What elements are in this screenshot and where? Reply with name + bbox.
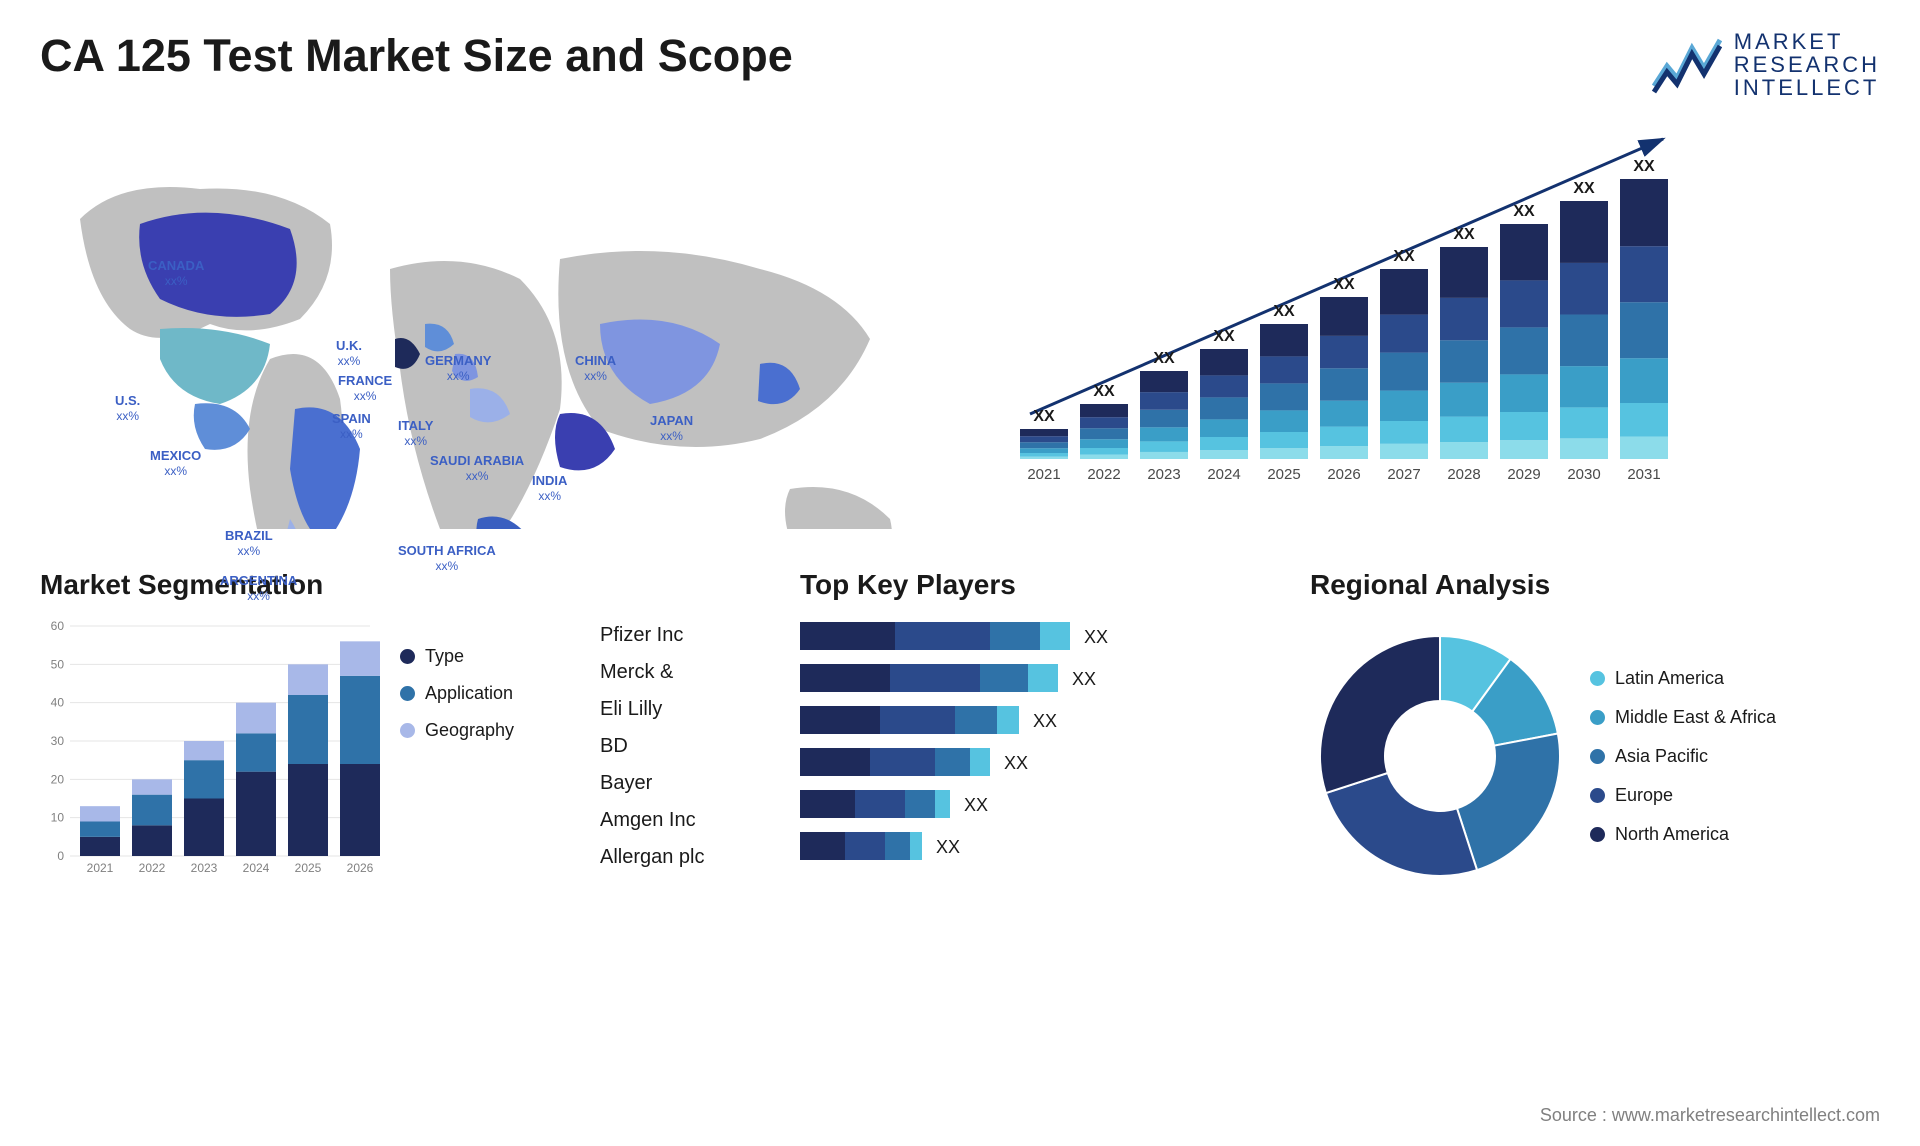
svg-text:XX: XX bbox=[1393, 248, 1415, 265]
forecast-chart: XX 2021 XX 2022 XX 2023 XX 2024 XX 2025 XX 2026 XX 20… bbox=[1000, 129, 1880, 529]
svg-text:XX: XX bbox=[1033, 408, 1055, 425]
legend-item: Geography bbox=[400, 720, 570, 741]
svg-text:2027: 2027 bbox=[1387, 466, 1420, 483]
svg-text:20: 20 bbox=[51, 773, 65, 787]
svg-text:2022: 2022 bbox=[1087, 466, 1120, 483]
map-label: CANADAxx% bbox=[148, 259, 204, 288]
svg-text:2030: 2030 bbox=[1567, 466, 1600, 483]
svg-text:XX: XX bbox=[1213, 328, 1235, 345]
brand-logo-line: INTELLECT bbox=[1734, 76, 1880, 99]
svg-text:2021: 2021 bbox=[1027, 466, 1060, 483]
map-label: SOUTH AFRICAxx% bbox=[398, 544, 496, 573]
svg-text:XX: XX bbox=[1072, 669, 1096, 689]
svg-text:0: 0 bbox=[57, 849, 64, 863]
player-name: Amgen Inc bbox=[600, 809, 770, 832]
segmentation-legend: Type Application Geography bbox=[400, 616, 570, 886]
world-map-panel: CANADAxx%U.S.xx%MEXICOxx%BRAZILxx%ARGENT… bbox=[40, 129, 960, 529]
svg-text:2024: 2024 bbox=[1207, 466, 1240, 483]
regional-legend: Latin America Middle East & Africa Asia Pa… bbox=[1590, 668, 1776, 845]
svg-text:2026: 2026 bbox=[1327, 466, 1360, 483]
svg-text:10: 10 bbox=[51, 811, 65, 825]
legend-item: Middle East & Africa bbox=[1590, 707, 1776, 728]
legend-item: Type bbox=[400, 646, 570, 667]
players-list: Pfizer Inc Merck & Eli Lilly BD Bayer Amgen I… bbox=[600, 569, 770, 896]
svg-text:XX: XX bbox=[1573, 180, 1595, 197]
svg-text:XX: XX bbox=[1004, 753, 1028, 773]
map-label: JAPANxx% bbox=[650, 414, 693, 443]
svg-text:2026: 2026 bbox=[347, 861, 374, 875]
svg-text:2025: 2025 bbox=[1267, 466, 1300, 483]
brand-logo-line: MARKET bbox=[1734, 30, 1880, 53]
map-label: MEXICOxx% bbox=[150, 449, 201, 478]
players-title: Top Key Players bbox=[800, 569, 1280, 601]
svg-text:XX: XX bbox=[1093, 383, 1115, 400]
svg-text:2023: 2023 bbox=[191, 861, 218, 875]
brand-logo: MARKET RESEARCH INTELLECT bbox=[1652, 30, 1880, 99]
svg-text:XX: XX bbox=[1273, 303, 1295, 320]
svg-text:2022: 2022 bbox=[139, 861, 166, 875]
legend-item: North America bbox=[1590, 824, 1776, 845]
map-label: U.S.xx% bbox=[115, 394, 140, 423]
map-label: ITALYxx% bbox=[398, 419, 433, 448]
player-name: Pfizer Inc bbox=[600, 624, 770, 647]
map-label: GERMANYxx% bbox=[425, 354, 491, 383]
legend-item: Application bbox=[400, 683, 570, 704]
map-label: CHINAxx% bbox=[575, 354, 616, 383]
svg-text:60: 60 bbox=[51, 619, 65, 633]
svg-text:30: 30 bbox=[51, 734, 65, 748]
regional-panel: Regional Analysis Latin America Middle Ea… bbox=[1310, 569, 1880, 896]
page-title: CA 125 Test Market Size and Scope bbox=[40, 30, 793, 82]
brand-logo-mark bbox=[1652, 36, 1722, 94]
player-name: BD bbox=[600, 735, 770, 758]
map-label: SPAINxx% bbox=[332, 412, 371, 441]
svg-text:XX: XX bbox=[1513, 203, 1535, 220]
player-name: Eli Lilly bbox=[600, 698, 770, 721]
svg-text:XX: XX bbox=[1633, 158, 1655, 175]
map-label: ARGENTINAxx% bbox=[220, 574, 297, 603]
svg-text:2023: 2023 bbox=[1147, 466, 1180, 483]
svg-text:XX: XX bbox=[1084, 627, 1108, 647]
map-label: U.K.xx% bbox=[336, 339, 362, 368]
map-label: SAUDI ARABIAxx% bbox=[430, 454, 524, 483]
svg-text:2021: 2021 bbox=[87, 861, 114, 875]
segmentation-chart: 0 10 20 30 40 50 60 2021 2022 2023 2024 2025 2026 bbox=[40, 616, 380, 886]
svg-text:2029: 2029 bbox=[1507, 466, 1540, 483]
segmentation-panel: Market Segmentation 0 10 20 30 40 50 60 2021 202… bbox=[40, 569, 570, 896]
source-credit: Source : www.marketresearchintellect.com bbox=[1540, 1105, 1880, 1126]
players-panel: Top Key Players XX XX XX XX XX XX bbox=[800, 569, 1280, 896]
player-name: Allergan plc bbox=[600, 846, 770, 869]
brand-logo-line: RESEARCH bbox=[1734, 53, 1880, 76]
regional-title: Regional Analysis bbox=[1310, 569, 1880, 601]
segmentation-title: Market Segmentation bbox=[40, 569, 570, 601]
legend-item: Europe bbox=[1590, 785, 1776, 806]
players-chart: XX XX XX XX XX XX bbox=[800, 616, 1200, 886]
player-name: Merck & bbox=[600, 661, 770, 684]
svg-text:50: 50 bbox=[51, 658, 65, 672]
svg-text:XX: XX bbox=[964, 795, 988, 815]
map-label: FRANCExx% bbox=[338, 374, 392, 403]
regional-donut bbox=[1310, 616, 1570, 896]
svg-text:2024: 2024 bbox=[243, 861, 270, 875]
svg-text:XX: XX bbox=[1333, 276, 1355, 293]
svg-text:XX: XX bbox=[1153, 350, 1175, 367]
legend-item: Latin America bbox=[1590, 668, 1776, 689]
svg-text:2028: 2028 bbox=[1447, 466, 1480, 483]
svg-text:XX: XX bbox=[936, 837, 960, 857]
svg-text:2025: 2025 bbox=[295, 861, 322, 875]
svg-text:XX: XX bbox=[1453, 226, 1475, 243]
svg-text:XX: XX bbox=[1033, 711, 1057, 731]
map-label: BRAZILxx% bbox=[225, 529, 273, 558]
player-name: Bayer bbox=[600, 772, 770, 795]
legend-item: Asia Pacific bbox=[1590, 746, 1776, 767]
svg-text:2031: 2031 bbox=[1627, 466, 1660, 483]
svg-text:40: 40 bbox=[51, 696, 65, 710]
map-label: INDIAxx% bbox=[532, 474, 567, 503]
